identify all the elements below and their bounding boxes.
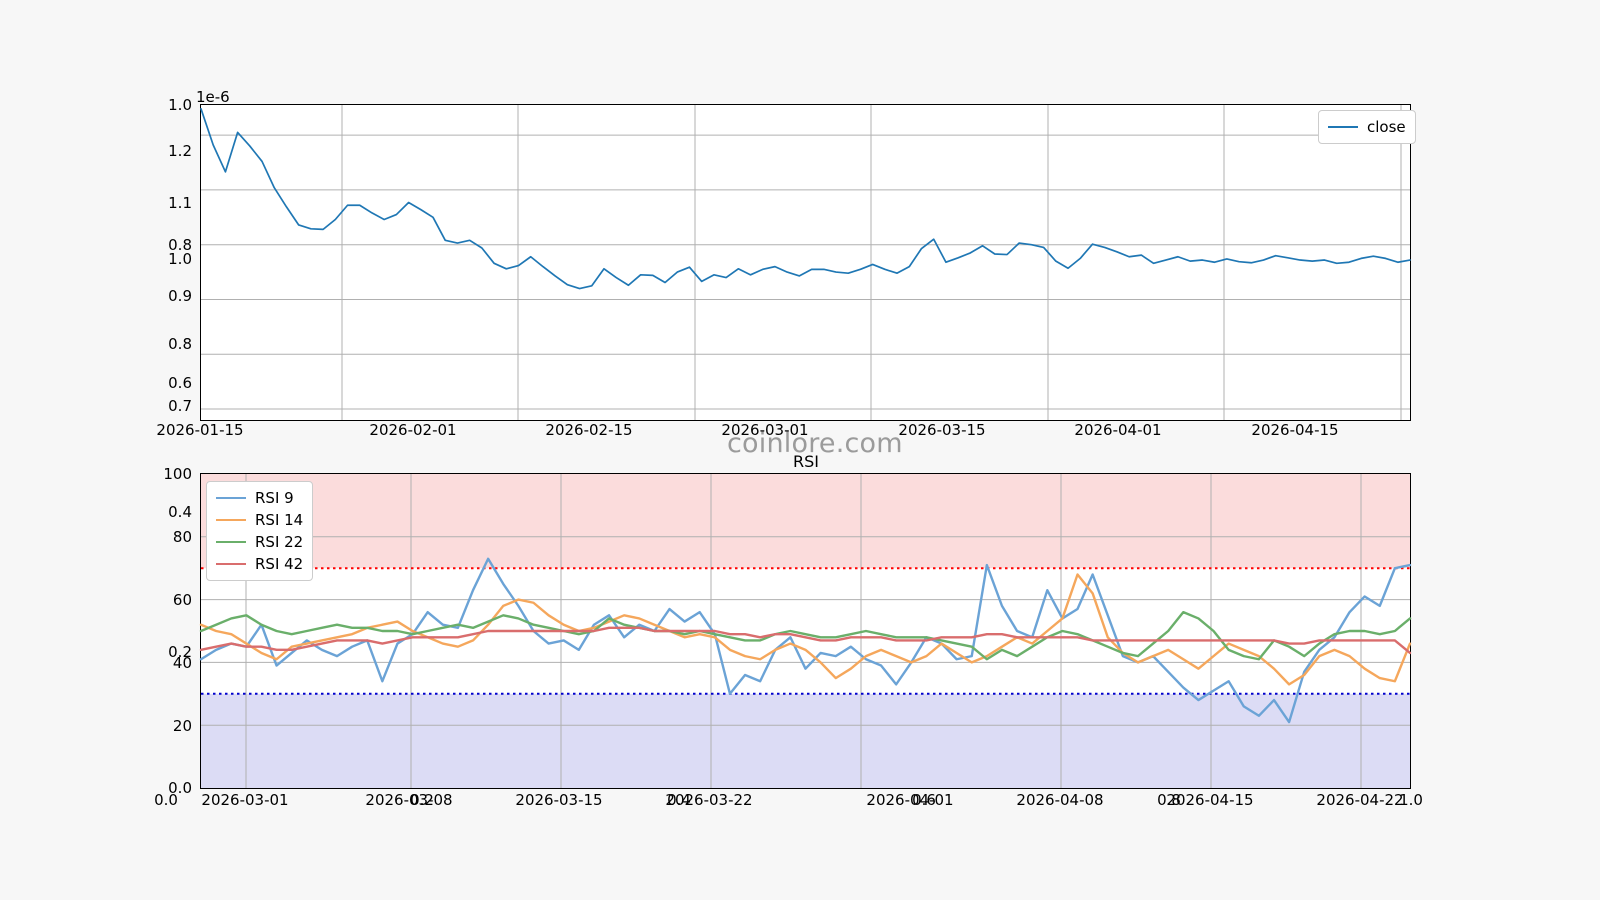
rsi-overlay-xtick-label-0: 0.0	[154, 791, 178, 809]
price-xtick-label-0: 2026-01-15	[156, 421, 244, 439]
rsi-overlay-xtick-label-2: 0.4	[667, 791, 691, 809]
legend-label-rsi-22: RSI 22	[255, 533, 304, 551]
price-xtick-label-5: 2026-04-01	[1074, 421, 1162, 439]
legend-swatch-rsi-22	[216, 541, 246, 543]
legend-swatch-close	[1328, 126, 1358, 128]
price-ytick-label-8: 0.7	[168, 397, 192, 415]
price-ytick-label-0: 1.0	[168, 96, 192, 114]
rsi-xtick-label-2: 2026-03-15	[515, 791, 603, 809]
legend-entry-rsi-14[interactable]: RSI 14	[216, 509, 303, 531]
rsi-overlay-xtick-label-3: 0.6	[912, 791, 936, 809]
price-axis-offset-label: 1e-6	[196, 88, 230, 106]
legend-label-close: close	[1367, 118, 1406, 136]
rsi-overlay-xtick-label-1: 0.2	[410, 791, 434, 809]
rsi-xtick-label-7: 2026-04-22	[1316, 791, 1404, 809]
rsi-chart-legend[interactable]: RSI 9 RSI 14 RSI 22 RSI 42	[206, 481, 314, 581]
price-xtick-label-6: 2026-04-15	[1251, 421, 1339, 439]
price-ytick-label-6: 0.8	[168, 335, 192, 353]
price-chart-panel	[200, 104, 1411, 421]
price-ytick-label-1: 1.2	[168, 142, 192, 160]
rsi-plot-area	[199, 474, 1412, 788]
rsi-xtick-label-4: 2026-04-01	[866, 791, 954, 809]
rsi-ytick-label-5: 40	[172, 654, 192, 672]
rsi-ytick-label-3: 60	[172, 591, 192, 609]
rsi-overlay-xtick-label-4: 0.8	[1157, 791, 1181, 809]
rsi-ytick-label-7: 0.0	[168, 779, 192, 797]
rsi-ytick-label-0: 100	[163, 465, 192, 483]
rsi-xtick-label-5: 2026-04-08	[1016, 791, 1104, 809]
rsi-chart-title: RSI	[0, 452, 1600, 471]
price-xtick-label-2: 2026-02-15	[545, 421, 633, 439]
price-plot-area	[200, 105, 1411, 420]
legend-label-rsi-42: RSI 42	[255, 555, 304, 573]
rsi-xtick-label-0: 2026-03-01	[201, 791, 289, 809]
rsi-overlay-xtick-label-5: 1.0	[1399, 791, 1423, 809]
rsi-ytick-label-2: 80	[172, 528, 192, 546]
price-chart-legend[interactable]: close	[1318, 110, 1416, 144]
legend-swatch-rsi-14	[216, 519, 246, 521]
legend-label-rsi-14: RSI 14	[255, 511, 304, 529]
coinlore-watermark: coinlore.com	[727, 428, 903, 459]
legend-entry-rsi-42[interactable]: RSI 42	[216, 553, 303, 575]
price-ytick-label-2: 1.1	[168, 194, 192, 212]
rsi-ytick-label-1: 0.4	[168, 503, 192, 521]
rsi-chart-panel	[199, 473, 1412, 789]
rsi-ytick-label-4: 0.2	[168, 643, 192, 661]
price-ytick-label-3: 0.8	[168, 236, 192, 254]
rsi-ytick-label-6: 20	[172, 717, 192, 735]
legend-entry-rsi-22[interactable]: RSI 22	[216, 531, 303, 553]
price-xtick-label-1: 2026-02-01	[369, 421, 457, 439]
price-ytick-label-5: 0.9	[168, 287, 192, 305]
price-xtick-label-4: 2026-03-15	[898, 421, 986, 439]
legend-swatch-rsi-9	[216, 497, 246, 499]
rsi-xtick-label-6: 2026-04-15	[1166, 791, 1254, 809]
rsi-chart-title-text: RSI	[793, 452, 819, 471]
rsi-xtick-label-1: 2026-03-08	[365, 791, 453, 809]
rsi-xtick-label-3: 2026-03-22	[665, 791, 753, 809]
legend-entry-rsi-9[interactable]: RSI 9	[216, 487, 303, 509]
legend-swatch-rsi-42	[216, 563, 246, 565]
legend-label-rsi-9: RSI 9	[255, 489, 294, 507]
price-ytick-label-4: 1.0	[168, 250, 192, 268]
legend-entry-close[interactable]: close	[1328, 116, 1406, 138]
price-xtick-label-3: 2026-03-01	[721, 421, 809, 439]
price-ytick-label-7: 0.6	[168, 374, 192, 392]
